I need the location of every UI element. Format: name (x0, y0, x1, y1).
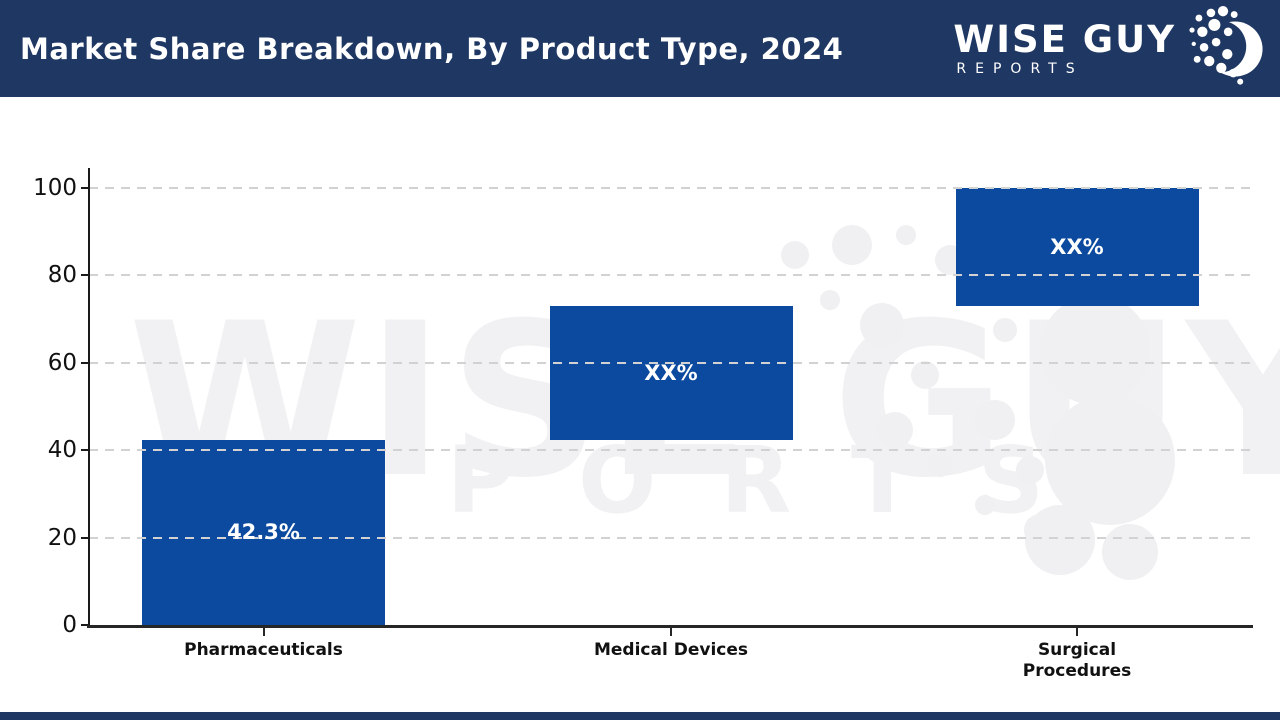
bar-medical-devices (549, 305, 793, 440)
gridline-100 (89, 186, 1253, 189)
y-tick-60 (81, 361, 89, 364)
wise-guy-reports-logo: WISE GUY REPORTS (953, 5, 1280, 92)
logo-text: WISE GUY REPORTS (953, 21, 1176, 77)
logo-wordmark: WISE GUY (953, 17, 1176, 61)
bar-value-label: XX% (1050, 234, 1104, 259)
logo-subtitle: REPORTS (956, 60, 1084, 77)
x-tick-1 (262, 628, 265, 636)
bar-value-label: XX% (644, 360, 698, 385)
y-tick-label-60: 60 (47, 349, 77, 376)
chart-area: WISE GUY REPORTS 0 20 40 60 80 100 42.3% XX% XX%… (0, 97, 1280, 712)
gridline-60 (89, 361, 1253, 364)
y-tick-100 (81, 186, 89, 189)
x-axis (87, 625, 1253, 628)
y-tick-40 (81, 449, 89, 451)
x-tick-3 (1076, 628, 1078, 636)
y-tick-label-20: 20 (47, 524, 77, 551)
x-category-label: Pharmaceuticals (184, 640, 343, 660)
x-category-label: Medical Devices (593, 640, 748, 660)
y-tick-label-0: 0 (62, 612, 77, 638)
y-tick-0 (81, 624, 89, 626)
footer-bar (0, 712, 1280, 720)
gridline-40 (89, 449, 1253, 451)
y-tick-80 (81, 274, 89, 276)
bar-pharmaceuticals (142, 439, 385, 625)
gridline-80 (89, 274, 1253, 276)
x-category-label: Surgical Procedures (1022, 640, 1132, 682)
gridline-20 (89, 536, 1253, 539)
y-axis (88, 168, 90, 627)
y-tick-label-100: 100 (33, 174, 77, 201)
header-bar: Market Share Breakdown, By Product Type,… (0, 0, 1280, 97)
dotted-face-icon (1189, 5, 1263, 85)
page-title: Market Share Breakdown, By Product Type,… (20, 31, 844, 66)
y-tick-label-80: 80 (47, 262, 77, 288)
bar-surgical-procedures (955, 187, 1199, 306)
y-tick-20 (81, 536, 89, 539)
y-tick-label-40: 40 (47, 437, 77, 463)
bar-value-label: 42.3% (227, 520, 300, 545)
x-tick-2 (670, 628, 672, 636)
